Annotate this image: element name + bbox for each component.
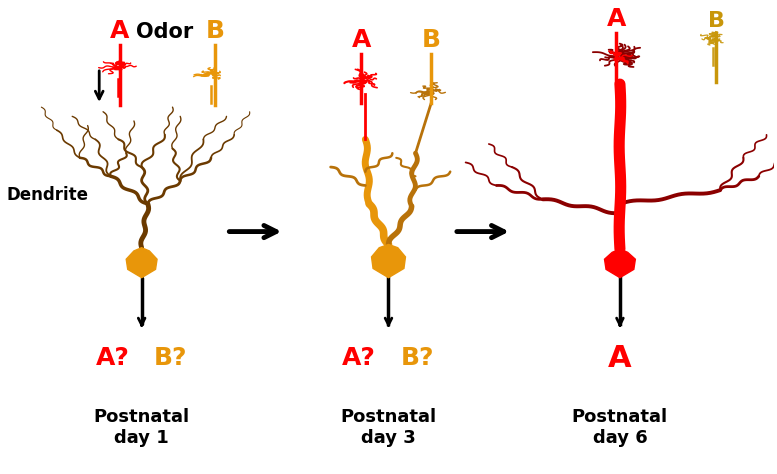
Text: Odor: Odor bbox=[136, 22, 193, 42]
Polygon shape bbox=[371, 245, 406, 278]
Polygon shape bbox=[605, 249, 636, 278]
Text: Dendrite: Dendrite bbox=[7, 186, 89, 204]
Text: Postnatal
day 1: Postnatal day 1 bbox=[93, 408, 190, 447]
Text: A: A bbox=[606, 7, 625, 31]
Text: B: B bbox=[421, 28, 441, 52]
Text: B?: B? bbox=[401, 346, 434, 370]
Polygon shape bbox=[126, 248, 157, 278]
Text: A: A bbox=[608, 344, 632, 373]
Text: B?: B? bbox=[154, 346, 187, 370]
Text: Postnatal
day 3: Postnatal day 3 bbox=[340, 408, 437, 447]
Text: A: A bbox=[110, 18, 130, 43]
Text: A: A bbox=[352, 28, 371, 52]
Text: B: B bbox=[708, 11, 725, 31]
Text: B: B bbox=[205, 18, 225, 43]
Text: A?: A? bbox=[96, 346, 129, 370]
Text: Postnatal
day 6: Postnatal day 6 bbox=[572, 408, 668, 447]
Text: A?: A? bbox=[343, 346, 376, 370]
